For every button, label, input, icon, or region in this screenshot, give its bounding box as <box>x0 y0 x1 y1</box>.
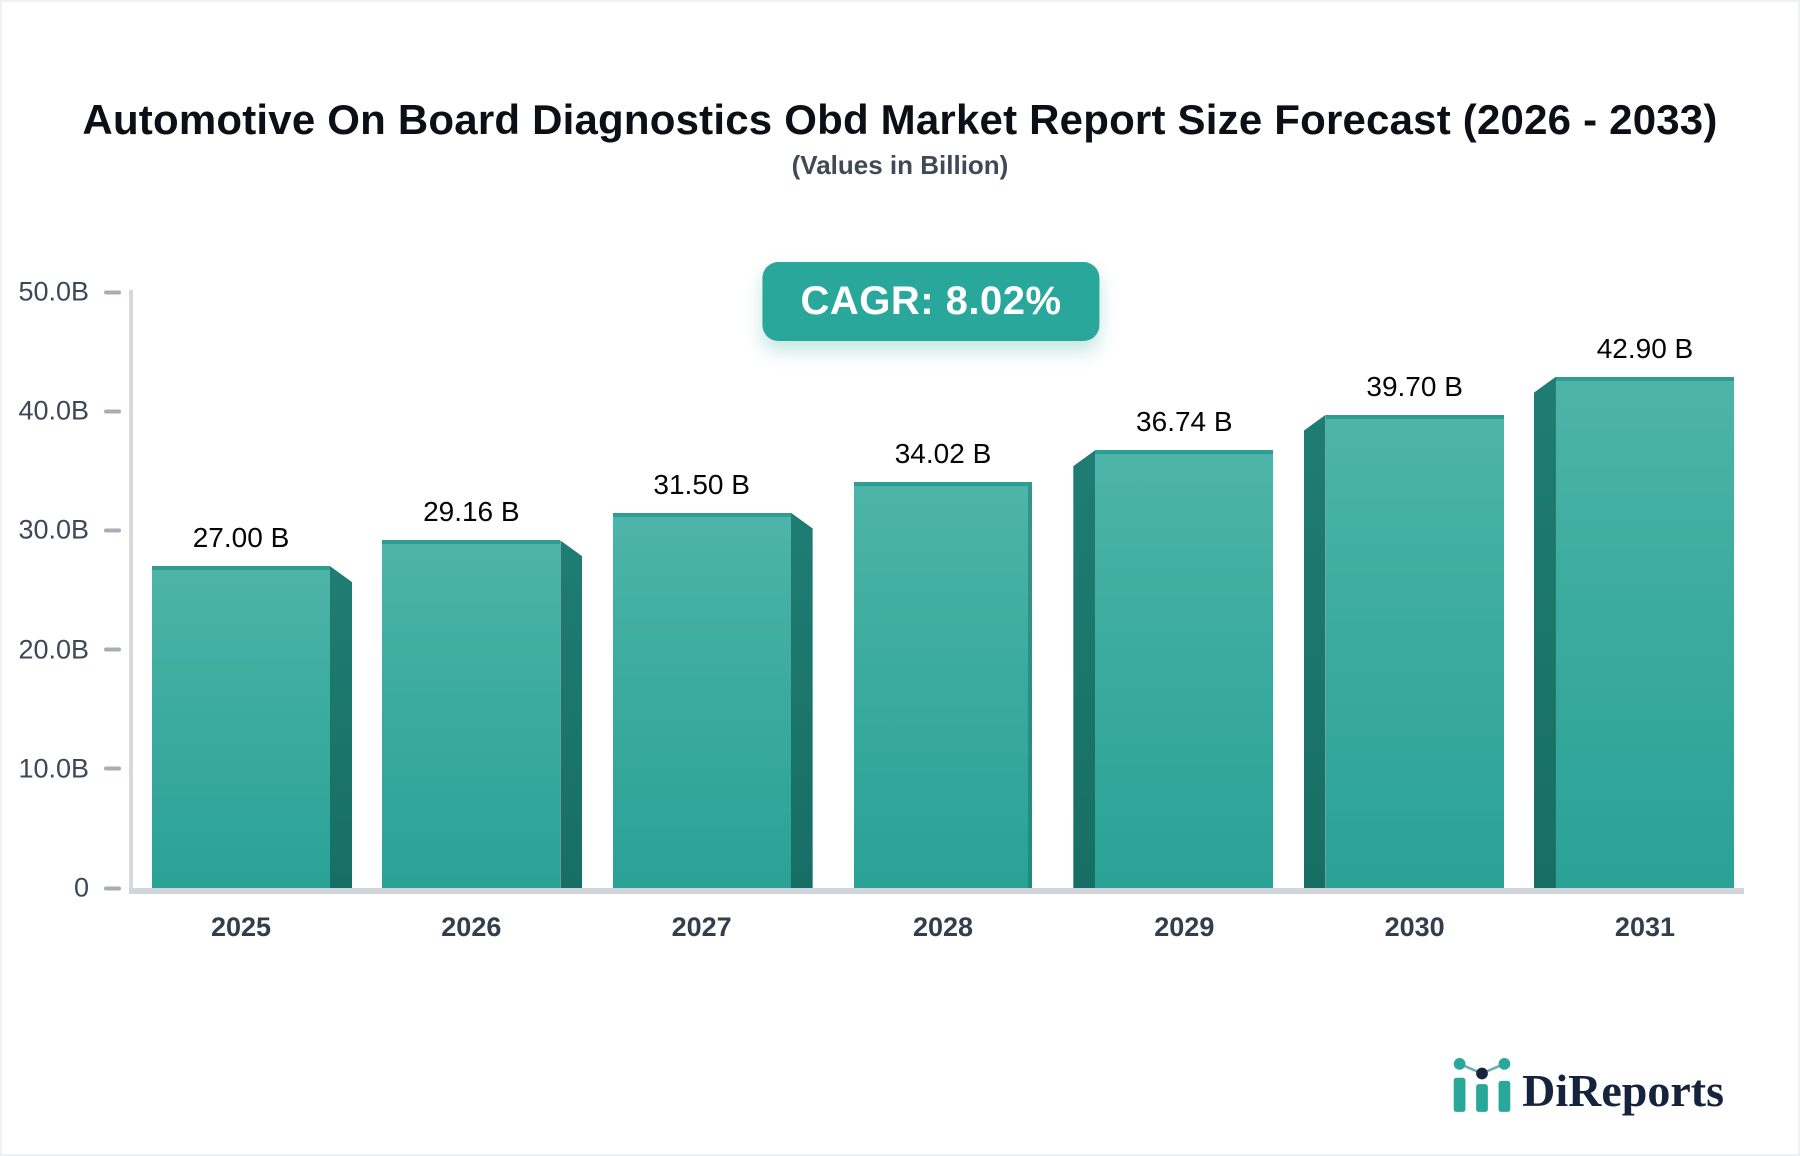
bar-value-label: 31.50 B <box>653 468 750 500</box>
bar-value-label: 42.90 B <box>1596 332 1694 364</box>
bar-slot-2030: 39.70 B 2030 <box>1303 292 1504 942</box>
bar-face-2027[interactable] <box>612 512 791 888</box>
bar-value-label: 34.02 B <box>894 438 992 470</box>
x-axis-label-2027: 2027 <box>671 912 732 942</box>
y-tick-dash <box>104 290 121 294</box>
y-tick-row: 40.0B <box>18 396 121 427</box>
bar-slot-2026: 29.16 B 2026 <box>382 292 583 942</box>
bar-side-face <box>1303 414 1326 888</box>
direports-logo[interactable]: DiReports <box>1450 1050 1724 1114</box>
bar-2028: 34.02 B <box>853 438 1032 888</box>
bar-2029: 36.74 B <box>1073 406 1274 888</box>
chart-logo-icon <box>1453 1058 1511 1112</box>
bar-slot-2028: 34.02 B 2028 <box>843 292 1043 942</box>
y-tick-dash <box>104 886 121 890</box>
x-axis-baseline <box>129 888 1744 894</box>
bar-slot-2029: 36.74 B 2029 <box>1073 292 1274 942</box>
bars-container: 27.00 B 2025 29.16 B 2026 31.50 B 2027 34.02 B… <box>152 292 1734 942</box>
bar-face-2031[interactable] <box>1555 376 1734 888</box>
y-tick-dash <box>104 766 121 771</box>
bar-side-face <box>1533 376 1556 888</box>
bar-face-2026[interactable] <box>382 540 561 888</box>
y-tick-row: 20.0B <box>18 634 121 665</box>
bar-2027: 31.50 B <box>612 469 813 888</box>
bar-side-face <box>560 540 583 888</box>
x-axis-label-2030: 2030 <box>1384 912 1445 942</box>
x-axis-label-2025: 2025 <box>210 912 272 942</box>
bar-2030: 39.70 B <box>1303 371 1504 888</box>
x-axis-label-2028: 2028 <box>912 912 974 942</box>
bar-face-2025[interactable] <box>152 566 330 888</box>
y-tick-label: 0 <box>73 872 89 903</box>
bar-value-label: 39.70 B <box>1366 370 1463 402</box>
bar-slot-2031: 42.90 B 2031 <box>1533 292 1734 942</box>
y-tick-row: 10.0B <box>18 753 121 784</box>
chart-title: Automotive On Board Diagnostics Obd Mark… <box>82 96 1718 143</box>
bar-slot-2027: 31.50 B 2027 <box>612 292 813 942</box>
y-axis: 50.0B 40.0B 30.0B 20.0B 10.0B 0 <box>18 277 1744 903</box>
y-tick-row: 30.0B <box>18 515 121 546</box>
y-tick-label: 40.0B <box>18 395 89 426</box>
bar-face-2028[interactable] <box>853 482 1032 888</box>
bar-face-2030[interactable] <box>1325 414 1504 888</box>
bar-slot-2025: 27.00 B 2025 <box>152 292 352 942</box>
bar-2025: 27.00 B <box>152 522 352 888</box>
bar-value-label: 27.00 B <box>192 522 290 554</box>
y-tick-row: 50.0B <box>18 277 121 308</box>
bar-2031: 42.90 B <box>1533 333 1734 888</box>
x-axis-label-2029: 2029 <box>1154 912 1215 942</box>
y-tick-label: 20.0B <box>18 634 89 665</box>
bar-value-label: 36.74 B <box>1136 406 1233 438</box>
y-tick-row: 0 <box>74 873 121 904</box>
bar-face-2029[interactable] <box>1095 450 1274 888</box>
chart-area: 50.0B 40.0B 30.0B 20.0B 10.0B 0 27.00 B 2025 29… <box>18 277 1744 942</box>
y-tick-dash <box>104 528 121 533</box>
bar-side-face <box>790 512 813 888</box>
y-tick-label: 50.0B <box>18 276 89 307</box>
bar-2026: 29.16 B <box>382 496 583 888</box>
y-tick-label: 10.0B <box>18 753 89 784</box>
chart-subtitle: (Values in Billion) <box>791 150 1009 180</box>
direports-logo-text: DiReports <box>1522 1065 1724 1116</box>
y-tick-dash <box>104 647 121 652</box>
x-axis-label-2031: 2031 <box>1614 912 1676 942</box>
y-tick-label: 30.0B <box>18 514 89 545</box>
bar-value-label: 29.16 B <box>423 496 520 528</box>
y-axis-line <box>129 290 133 888</box>
y-tick-dash <box>104 409 121 414</box>
bar-side-face <box>330 566 352 888</box>
cagr-badge: CAGR: 8.02% <box>762 262 1100 341</box>
x-axis-label-2026: 2026 <box>441 912 502 942</box>
bar-side-face <box>1073 450 1096 888</box>
